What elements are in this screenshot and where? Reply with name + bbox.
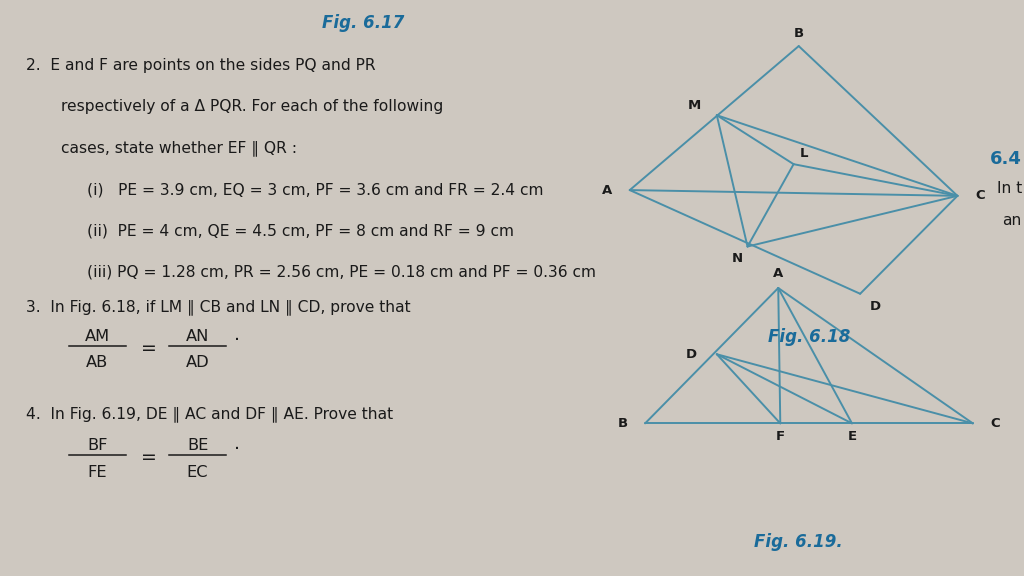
Text: FE: FE <box>87 465 108 480</box>
Text: F: F <box>776 430 784 442</box>
Text: (iii) PQ = 1.28 cm, PR = 2.56 cm, PE = 0.18 cm and PF = 0.36 cm: (iii) PQ = 1.28 cm, PR = 2.56 cm, PE = 0… <box>87 265 596 280</box>
Text: D: D <box>870 300 881 313</box>
Text: D: D <box>686 348 696 361</box>
Text: Fig. 6.19.: Fig. 6.19. <box>755 533 843 551</box>
Text: L: L <box>800 147 808 160</box>
Text: A: A <box>773 267 783 280</box>
Text: AN: AN <box>186 329 209 344</box>
Text: AM: AM <box>85 329 110 344</box>
Text: AD: AD <box>185 355 210 370</box>
Text: 3.  In Fig. 6.18, if LM ∥ CB and LN ∥ CD, prove that: 3. In Fig. 6.18, if LM ∥ CB and LN ∥ CD,… <box>26 300 411 315</box>
Text: respectively of a Δ PQR. For each of the following: respectively of a Δ PQR. For each of the… <box>61 99 443 114</box>
Text: BF: BF <box>87 438 108 453</box>
Text: N: N <box>732 252 742 264</box>
Text: 4.  In Fig. 6.19, DE ∥ AC and DF ∥ AE. Prove that: 4. In Fig. 6.19, DE ∥ AC and DF ∥ AE. Pr… <box>26 406 393 422</box>
Text: B: B <box>617 417 628 430</box>
Text: =: = <box>140 449 157 467</box>
Text: AB: AB <box>86 355 109 370</box>
Text: M: M <box>688 100 700 112</box>
Text: cases, state whether EF ∥ QR :: cases, state whether EF ∥ QR : <box>61 141 297 156</box>
Text: .: . <box>234 434 241 453</box>
Text: C: C <box>975 190 985 202</box>
Text: 6.4: 6.4 <box>990 150 1022 168</box>
Text: A: A <box>602 184 612 196</box>
Text: 2.  E and F are points on the sides PQ and PR: 2. E and F are points on the sides PQ an… <box>26 58 375 73</box>
Text: BE: BE <box>187 438 208 453</box>
Text: E: E <box>848 430 856 442</box>
Text: B: B <box>794 27 804 40</box>
Text: an: an <box>1002 213 1022 228</box>
Text: EC: EC <box>186 465 209 480</box>
Text: (ii)  PE = 4 cm, QE = 4.5 cm, PF = 8 cm and RF = 9 cm: (ii) PE = 4 cm, QE = 4.5 cm, PF = 8 cm a… <box>87 223 514 238</box>
Text: .: . <box>234 325 241 344</box>
Text: In t: In t <box>996 181 1022 196</box>
Text: C: C <box>990 417 1000 430</box>
Text: Fig. 6.18: Fig. 6.18 <box>768 328 850 346</box>
Text: (i)   PE = 3.9 cm, EQ = 3 cm, PF = 3.6 cm and FR = 2.4 cm: (i) PE = 3.9 cm, EQ = 3 cm, PF = 3.6 cm … <box>87 182 544 197</box>
Text: Fig. 6.17: Fig. 6.17 <box>323 14 404 32</box>
Text: =: = <box>140 339 157 358</box>
